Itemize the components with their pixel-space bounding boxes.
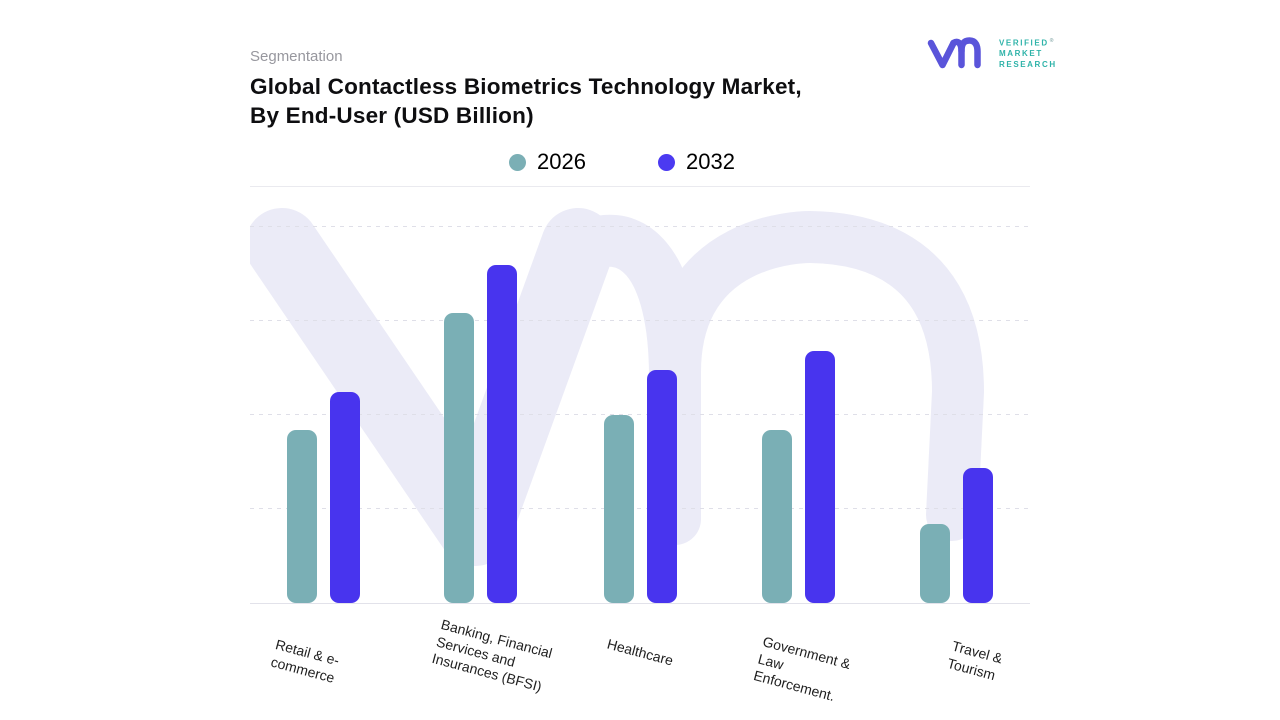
title-block: Segmentation Global Contactless Biometri… xyxy=(250,48,890,130)
bar-2032-group3 xyxy=(646,370,677,603)
brand-line: MARKET xyxy=(999,49,1043,59)
x-axis-line xyxy=(250,603,1030,604)
gridline xyxy=(250,226,1030,227)
gridline xyxy=(250,414,1030,415)
registered-mark: ® xyxy=(1049,38,1054,45)
category-label-2: Banking, Financial Services and Insuranc… xyxy=(430,616,555,695)
category-label-1: Retail & e- commerce xyxy=(269,636,342,686)
legend-label: 2026 xyxy=(537,149,586,174)
legend-label: 2032 xyxy=(686,149,735,174)
brand-line: RESEARCH xyxy=(999,59,1057,69)
bar-2032-group1 xyxy=(329,392,360,603)
chart-legend: 2026 2032 xyxy=(232,149,1012,175)
bar-2032-group5 xyxy=(962,468,993,603)
bar-2026-group4 xyxy=(761,430,792,603)
category-label-4: Government & Law Enforcement. xyxy=(751,633,853,705)
legend-swatch-2026 xyxy=(509,153,527,171)
category-labels: Retail & e- commerce Banking, Financial S… xyxy=(250,616,1030,720)
bar-2026-group5 xyxy=(919,524,950,603)
gridline xyxy=(250,508,1030,509)
bar-2026-group3 xyxy=(603,415,634,603)
bar-2026-group1 xyxy=(286,430,317,603)
vmr-logo-text: VERIFIED® MARKET RESEARCH xyxy=(999,38,1057,70)
legend-swatch-2032 xyxy=(658,153,675,171)
legend-item-2032: 2032 xyxy=(658,149,735,175)
eyebrow-label: Segmentation xyxy=(250,48,343,65)
bar-2032-group4 xyxy=(804,351,835,603)
bar-2026-group2 xyxy=(443,313,474,603)
watermark-logo xyxy=(250,208,985,566)
legend-item-2026: 2026 xyxy=(509,149,586,175)
brand-line: VERIFIED xyxy=(999,38,1049,48)
bar-2032-group2 xyxy=(486,265,517,603)
chart-plot-area xyxy=(250,186,1030,604)
vmr-monogram-icon xyxy=(927,37,981,69)
category-label-3: Healthcare xyxy=(605,635,675,669)
vmr-logo: VERIFIED® MARKET RESEARCH xyxy=(926,36,1057,72)
chart-title: Global Contactless Biometrics Technology… xyxy=(250,74,802,128)
category-label-5: Travel & Tourism xyxy=(945,637,1005,683)
gridline xyxy=(250,320,1030,321)
